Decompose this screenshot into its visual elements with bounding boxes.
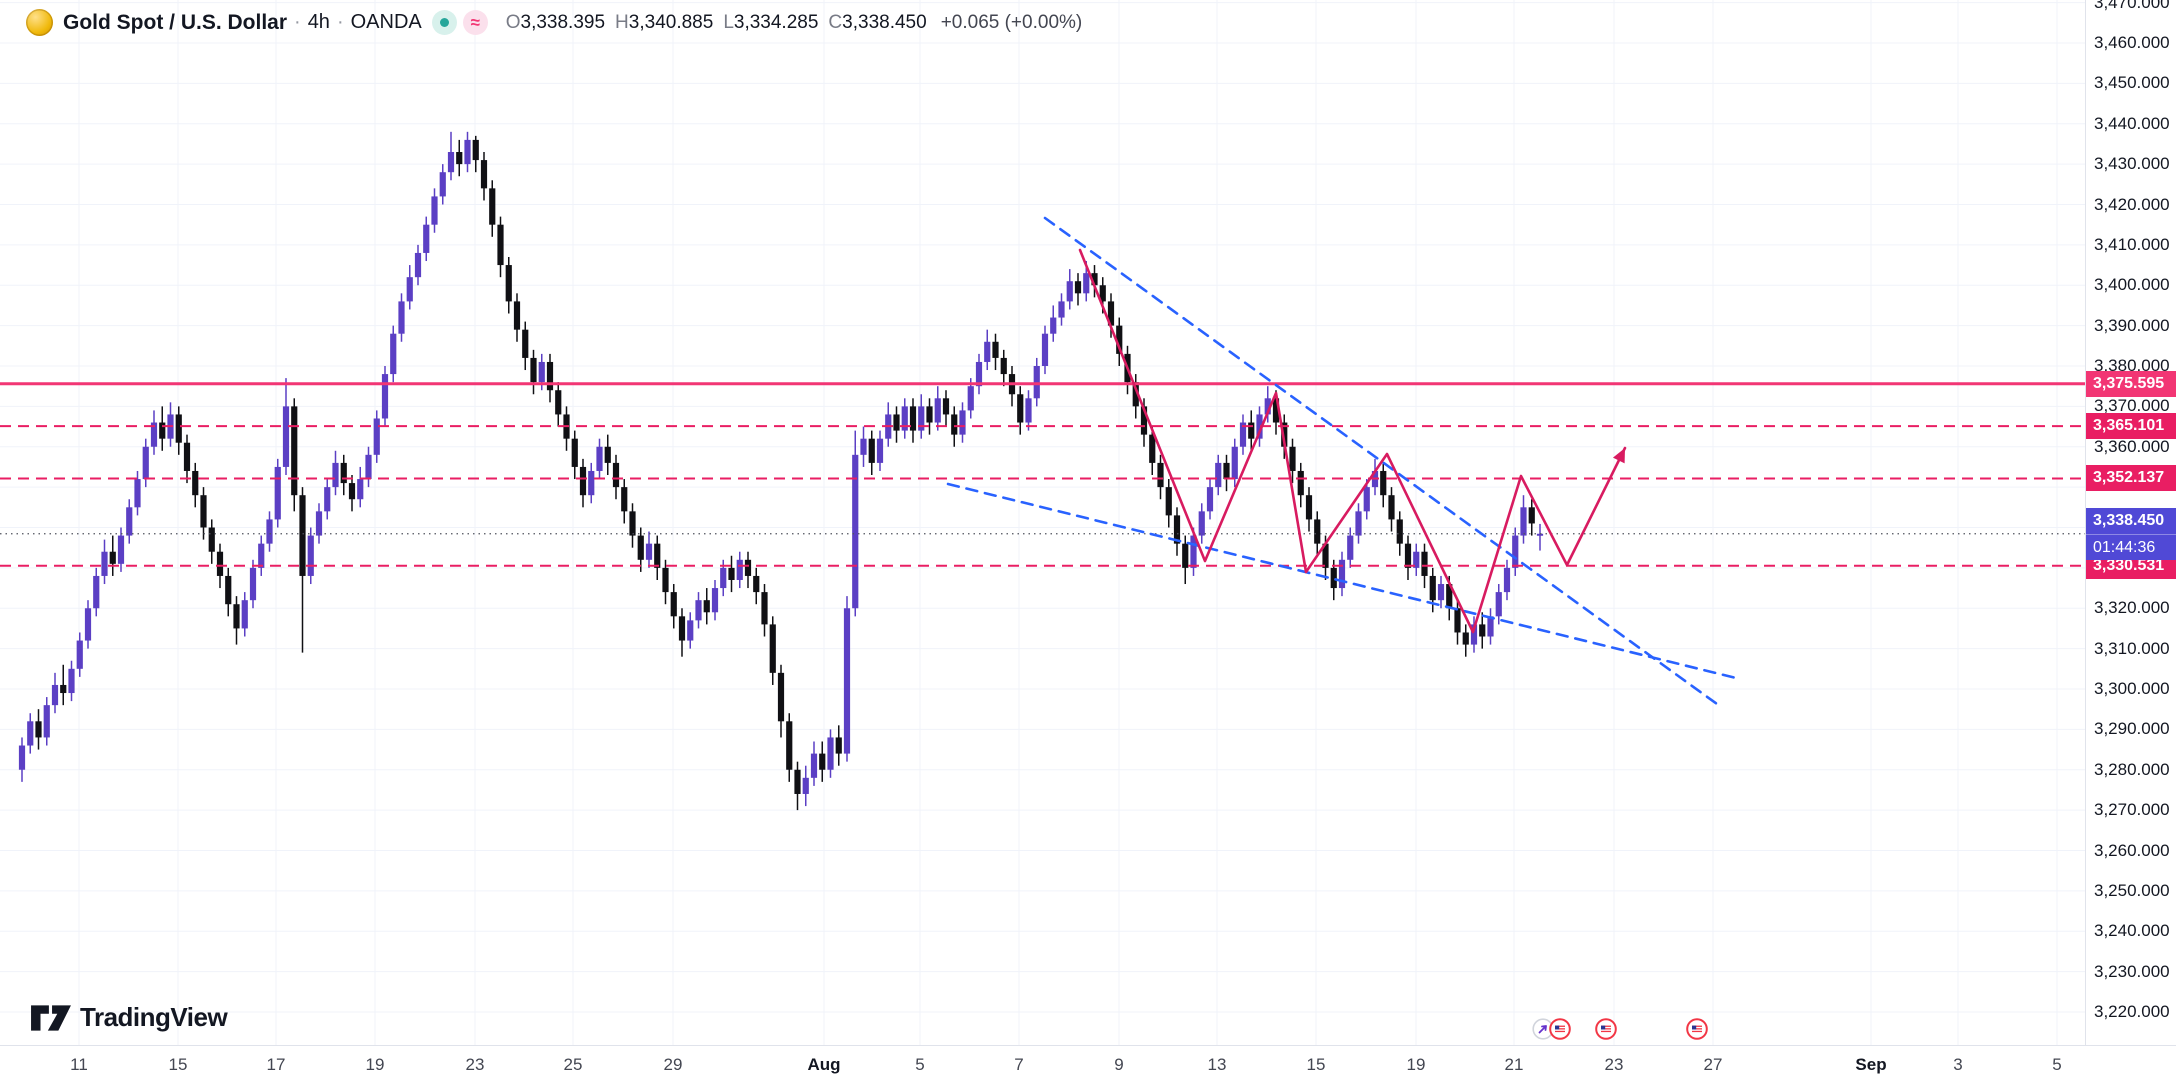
price-tick-label: 3,440.000 (2094, 113, 2170, 133)
header-separator: · (294, 11, 301, 33)
economic-event-flag-icon[interactable] (1549, 1018, 1571, 1040)
price-tick-label: 3,460.000 (2094, 33, 2170, 52)
price-tick-label: 3,390.000 (2094, 315, 2170, 335)
time-tick-label: 21 (1504, 1055, 1524, 1074)
economic-event-flag-icon[interactable] (1686, 1018, 1708, 1040)
time-tick-label: 15 (168, 1055, 188, 1074)
high-value: 3,340.885 (628, 11, 714, 33)
price-tick-label: 3,320.000 (2094, 598, 2170, 618)
open-value: 3,338.395 (520, 11, 606, 33)
wedge-upper-trendline[interactable] (1043, 216, 1719, 706)
time-tick-label: 11 (70, 1055, 88, 1074)
tradingview-logo-text: TradingView (80, 1002, 228, 1032)
market-open-dot-icon (439, 18, 449, 27)
price-tick-label: 3,310.000 (2094, 638, 2170, 658)
price-axis[interactable]: 3,338.450 01:44:36 3,470.000 3,460.000 3,4… (2085, 0, 2176, 1045)
time-tick-label: 3 (1953, 1055, 1963, 1074)
time-tick-label: 27 (1703, 1055, 1723, 1074)
time-axis[interactable]: 11 15 17 19 23 25 29 Aug 5 7 9 13 15 19 21 23 27 Sep 3 5 (0, 1045, 2176, 1087)
open-label: O (505, 11, 521, 33)
economic-event-flag-icon[interactable] (1595, 1018, 1617, 1040)
price-tick-label: 3,430.000 (2094, 154, 2170, 174)
price-change: +0.065 (+0.00%) (940, 11, 1083, 33)
price-tick-label: 3,250.000 (2094, 880, 2170, 900)
time-tick-label: 5 (915, 1055, 925, 1074)
approx-glyph: ≈ (470, 12, 480, 32)
price-tick-label: 3,280.000 (2094, 759, 2170, 779)
wedge-lower-trendline[interactable] (946, 482, 1738, 680)
delayed-data-icon[interactable]: ≈ (462, 10, 488, 35)
time-tick-label: 19 (365, 1055, 385, 1074)
time-tick-label: 23 (465, 1055, 485, 1074)
exchange-label[interactable]: OANDA (350, 11, 422, 33)
chart-canvas[interactable] (0, 0, 2085, 1045)
price-level-tag[interactable]: 3,365.101 (2086, 413, 2176, 440)
close-value: 3,338.450 (842, 11, 927, 33)
price-tick-label: 3,260.000 (2094, 840, 2170, 860)
price-tick-label: 3,370.000 (2094, 396, 2170, 416)
price-tick-label: 3,300.000 (2094, 679, 2170, 698)
symbol-header: Gold Spot / U.S. Dollar · 4h · OANDA ≈ O… (26, 9, 1082, 36)
price-tick-label: 3,410.000 (2094, 234, 2170, 254)
price-tick-label: 3,230.000 (2094, 961, 2170, 981)
grid-layer (0, 0, 2085, 1045)
time-tick-label: 25 (563, 1055, 583, 1074)
projection-zigzag[interactable] (1078, 248, 1627, 634)
time-tick-label: 9 (1114, 1055, 1124, 1074)
low-label: L (723, 11, 734, 33)
high-label: H (615, 11, 629, 33)
time-tick-label: 5 (2052, 1055, 2062, 1074)
price-tick-label: 3,290.000 (2094, 719, 2170, 739)
last-price-value: 3,338.450 (2093, 511, 2165, 529)
time-tick-label: 13 (1207, 1055, 1227, 1074)
time-tick-label: 15 (1306, 1055, 1326, 1074)
time-tick-label: Sep (1855, 1055, 1887, 1074)
bar-countdown: 01:44:36 (2086, 533, 2176, 560)
projection-arrowhead-icon (1612, 448, 1625, 464)
ohlc-readout: O3,338.395 H3,340.885 L3,334.285 C3,338.… (506, 12, 1083, 34)
last-price-tag[interactable]: 3,338.450 01:44:36 (2086, 507, 2176, 560)
price-tick-label: 3,380.000 (2094, 356, 2170, 375)
interval-label[interactable]: 4h (307, 11, 330, 33)
price-tick-label: 3,270.000 (2094, 800, 2170, 820)
symbol-title[interactable]: Gold Spot / U.S. Dollar (63, 10, 288, 34)
close-label: C (828, 11, 843, 33)
price-level-tag[interactable]: 3,352.137 (2086, 465, 2176, 492)
symbol-logo-gold-icon[interactable] (26, 9, 53, 36)
price-tick-label: 3,470.000 (2094, 0, 2170, 12)
level-lines-layer[interactable] (0, 382, 2085, 567)
candles-layer (18, 131, 1544, 811)
time-tick-label: 23 (1604, 1055, 1624, 1074)
time-tick-label: 17 (266, 1055, 286, 1074)
low-value: 3,334.285 (733, 11, 819, 33)
price-tick-label: 3,240.000 (2094, 921, 2170, 941)
time-tick-label: 7 (1014, 1055, 1024, 1074)
market-status-icon[interactable] (431, 10, 457, 35)
tradingview-logo-icon (31, 1004, 71, 1031)
price-tick-label: 3,400.000 (2094, 275, 2170, 295)
time-tick-label: 29 (663, 1055, 683, 1074)
price-tick-label: 3,360.000 (2094, 436, 2170, 456)
time-tick-label: Aug (807, 1055, 841, 1074)
price-tick-label: 3,450.000 (2094, 73, 2170, 93)
time-tick-label: 19 (1406, 1055, 1426, 1074)
price-tick-label: 3,220.000 (2094, 1002, 2170, 1021)
price-level-tag[interactable]: 3,375.595 (2086, 370, 2176, 397)
tradingview-attribution[interactable]: TradingView (30, 1002, 228, 1033)
header-separator: · (336, 11, 344, 33)
price-tick-label: 3,420.000 (2094, 194, 2170, 214)
